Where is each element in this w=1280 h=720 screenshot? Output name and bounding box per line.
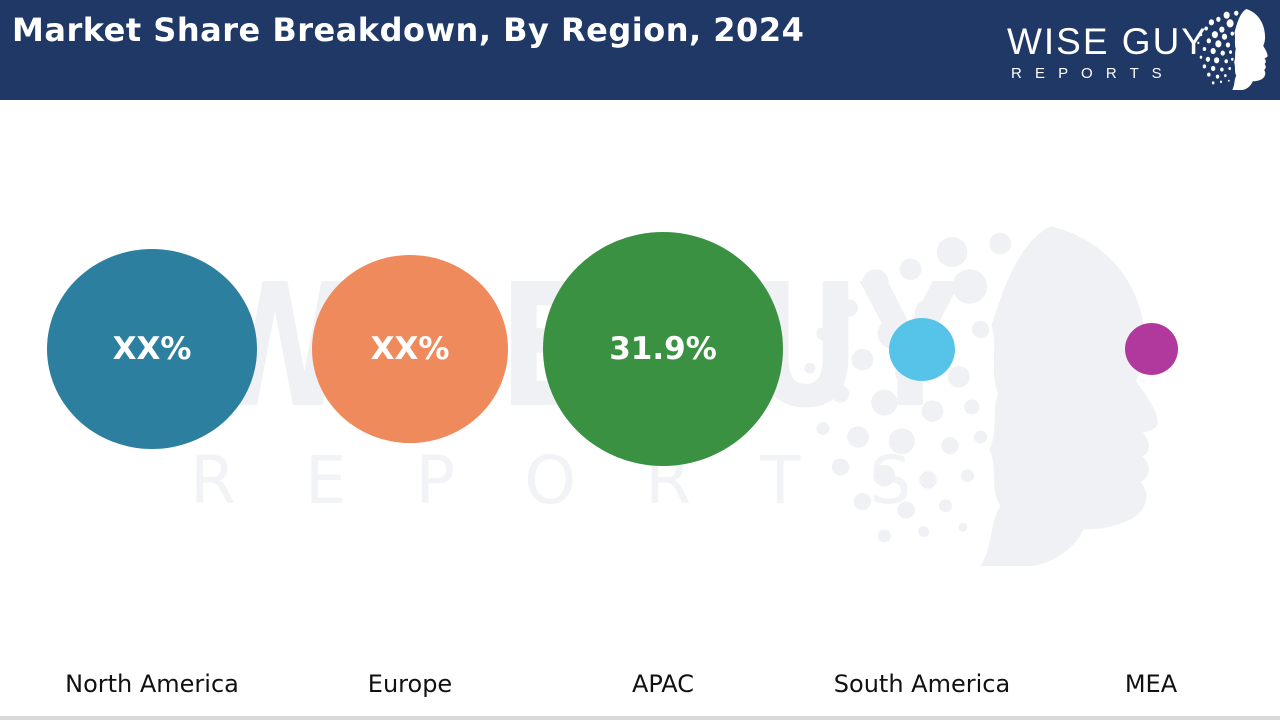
category-label-south-america: South America <box>833 670 1011 698</box>
bubble-north-america: XX% <box>47 249 257 449</box>
logo-head-icon <box>1197 9 1268 90</box>
bubble-value-label: XX% <box>370 331 450 367</box>
bubble-mea <box>1124 323 1178 375</box>
watermark-subtitle: R E P O R T S <box>190 442 936 519</box>
page-title: Market Share Breakdown, By Region, 2024 <box>12 11 805 49</box>
bubble-apac: 31.9% <box>543 232 783 466</box>
bubble-value-label: 31.9% <box>609 331 717 367</box>
logo-text: WISE GUY R E P O R T S <box>1006 21 1208 82</box>
bubble-value-label: XX% <box>112 331 192 367</box>
bubble-europe: XX% <box>312 255 508 443</box>
watermark-head-icon <box>804 226 1158 566</box>
header-bar: Market Share Breakdown, By Region, 2024 … <box>0 0 1280 100</box>
logo-subtitle: R E P O R T S <box>1010 64 1167 82</box>
bottom-edge-strip <box>0 716 1280 720</box>
category-label-north-america: North America <box>65 670 239 698</box>
category-label-mea: MEA <box>1124 670 1178 698</box>
wise-guy-logo: WISE GUY R E P O R T S <box>1007 8 1268 90</box>
category-label-europe: Europe <box>367 670 453 698</box>
logo-wordmark: WISE GUY <box>1006 21 1208 62</box>
category-label-apac: APAC <box>631 670 695 698</box>
bubble-south-america <box>889 317 955 381</box>
